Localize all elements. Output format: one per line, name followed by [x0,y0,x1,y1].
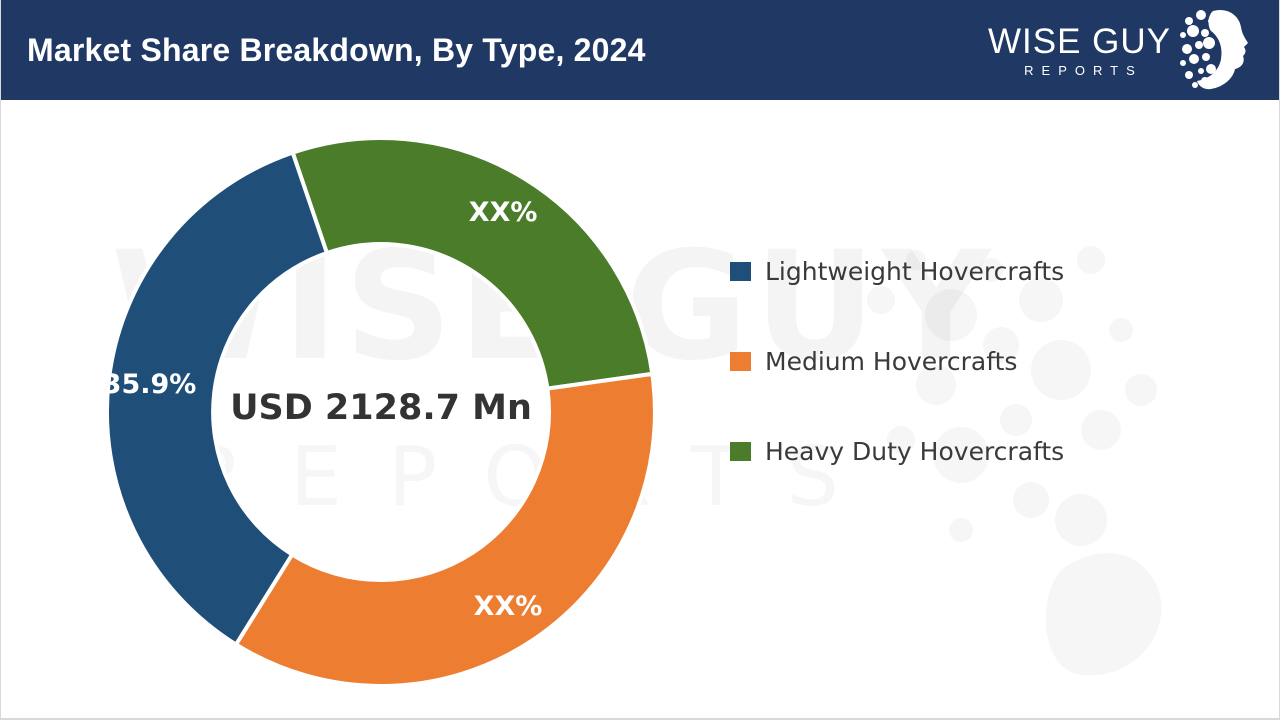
wise-guy-logo: WISE GUY REPORTS [988,7,1253,93]
slice-label: 35.9% [103,369,196,400]
logo-text: WISE GUY REPORTS [988,24,1171,77]
face-profile-icon [1180,9,1248,90]
slice-label: XX% [469,197,538,228]
legend: Lightweight Hovercrafts Medium Hovercraft… [730,252,1064,522]
donut-chart: XX% XX% 35.9% [103,136,657,688]
legend-swatch [730,351,751,371]
legend-item: Heavy Duty Hovercrafts [730,432,1064,470]
legend-swatch [730,441,751,461]
legend-item: Lightweight Hovercrafts [730,252,1064,290]
donut-segment [104,150,329,647]
legend-item: Medium Hovercrafts [730,342,1064,380]
logo-subtitle: REPORTS [1024,62,1143,78]
chart-center-value: USD 2128.7 Mn [230,388,532,428]
legend-label: Medium Hovercrafts [765,346,1018,376]
legend-label: Lightweight Hovercrafts [765,256,1065,286]
logo-wordmark: WISE GUY [987,21,1171,61]
page-title: Market Share Breakdown, By Type, 2024 [27,31,646,68]
donut-segment [290,136,655,391]
donut-segment [234,371,657,688]
header: Market Share Breakdown, By Type, 2024 WI… [1,0,1279,100]
legend-swatch [730,261,751,281]
slice-label: XX% [474,591,543,622]
legend-label: Heavy Duty Hovercrafts [765,436,1065,466]
